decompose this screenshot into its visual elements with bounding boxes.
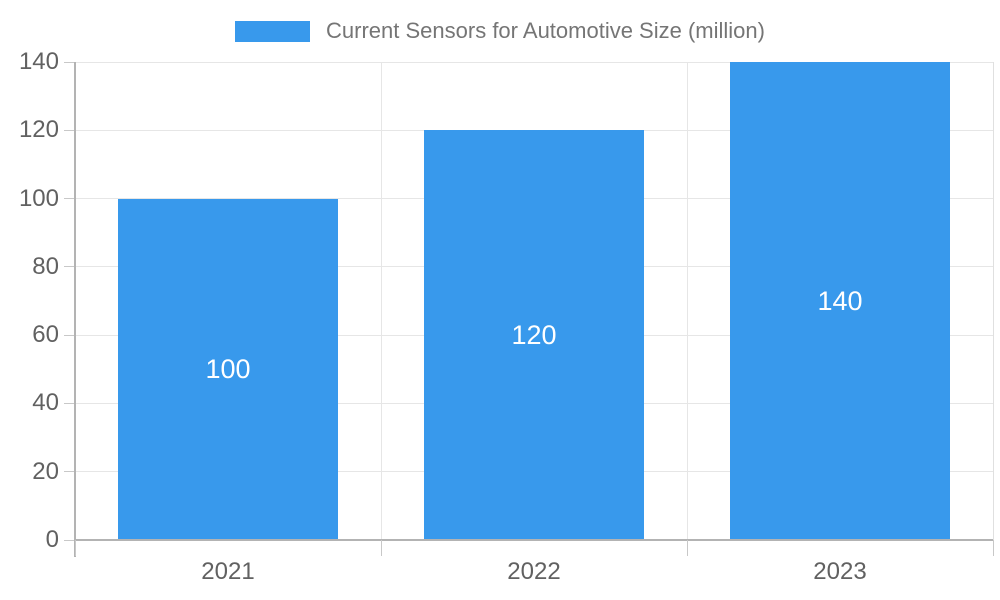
y-tick-120 <box>64 129 74 131</box>
x-axis-line <box>75 539 993 541</box>
y-tick-label-0: 0 <box>45 526 59 553</box>
x-axis-label-2021: 2021 <box>201 558 255 585</box>
y-tick-100 <box>64 198 74 200</box>
bar-2021[interactable] <box>118 198 338 540</box>
bar-2023[interactable] <box>730 62 950 540</box>
bar-value-label-2022: 120 <box>511 320 557 351</box>
x-tick-2 <box>686 540 688 556</box>
y-tick-80 <box>64 266 74 268</box>
y-tick-20 <box>64 471 74 473</box>
legend-label: Current Sensors for Automotive Size (mil… <box>326 18 765 43</box>
x-axis-label-2023: 2023 <box>813 558 867 585</box>
y-tick-label-140: 140 <box>18 48 59 75</box>
y-axis-line <box>74 62 76 557</box>
gridline-x-2 <box>686 62 688 540</box>
y-tick-label-100: 100 <box>18 184 59 212</box>
y-tick-label-120: 120 <box>18 116 59 144</box>
bar-value-label-2023: 140 <box>817 286 863 316</box>
bar-2022[interactable] <box>424 130 644 540</box>
y-tick-60 <box>64 334 74 336</box>
y-tick-label-60: 60 <box>32 321 59 349</box>
gridline-y-140 <box>75 61 993 63</box>
y-tick-140 <box>64 61 74 63</box>
x-tick-0 <box>74 540 76 556</box>
legend-swatch <box>235 20 311 42</box>
bar-value-label-2021: 100 <box>205 354 251 385</box>
x-tick-1 <box>380 540 382 556</box>
gridline-x-1 <box>380 62 382 540</box>
y-tick-label-80: 80 <box>32 252 59 280</box>
y-tick-label-40: 40 <box>32 389 59 417</box>
x-tick-3 <box>992 540 994 556</box>
y-tick-40 <box>64 402 74 404</box>
gridline-x-3 <box>992 62 994 540</box>
chart-legend: Current Sensors for Automotive Size (mil… <box>0 17 1000 45</box>
y-tick-label-20: 20 <box>32 457 59 485</box>
y-tick-0 <box>64 539 74 541</box>
x-axis-label-2022: 2022 <box>507 558 561 585</box>
